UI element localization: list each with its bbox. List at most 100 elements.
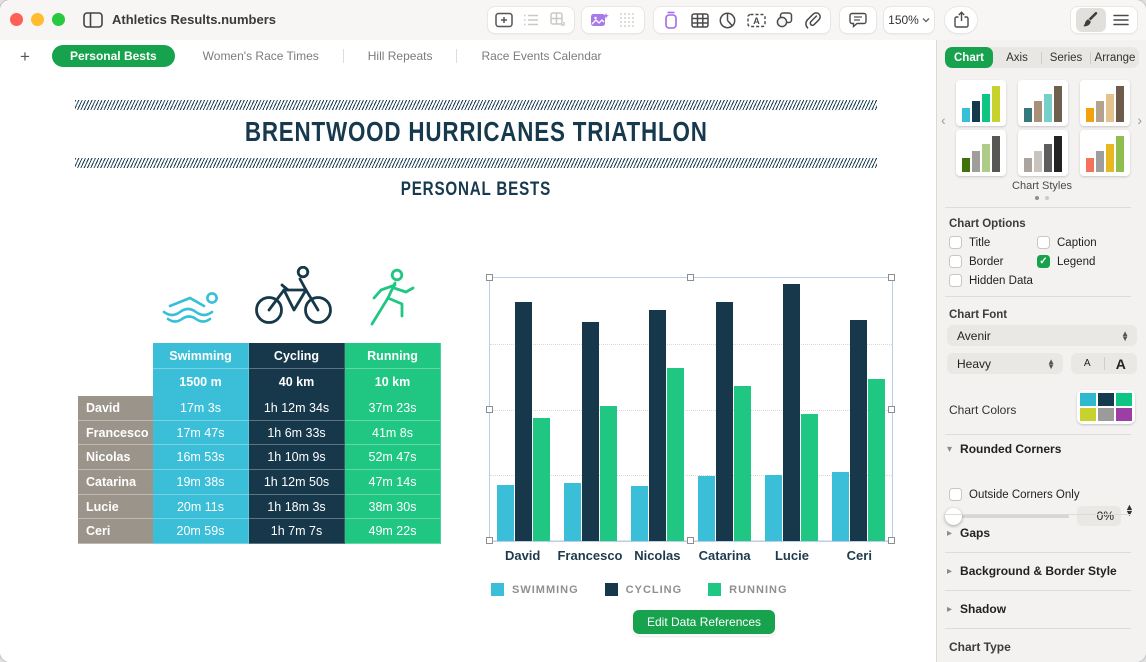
selection-handle[interactable] bbox=[486, 537, 493, 544]
insert-icon[interactable] bbox=[493, 9, 515, 31]
section-background-border-style[interactable]: ▸ Background & Border Style bbox=[947, 564, 1117, 578]
table-cell[interactable]: 1h 7m 7s bbox=[249, 519, 345, 545]
row-header-francesco[interactable]: Francesco bbox=[78, 420, 153, 446]
bar-running-ceri[interactable] bbox=[868, 378, 885, 541]
row-header-lucie[interactable]: Lucie bbox=[78, 494, 153, 520]
zoom-window-button[interactable] bbox=[52, 13, 65, 26]
hidden-data-checkbox[interactable] bbox=[949, 274, 962, 287]
shapes-icon[interactable] bbox=[773, 9, 795, 31]
selection-handle[interactable] bbox=[888, 405, 895, 413]
jar-shape-icon[interactable] bbox=[660, 9, 682, 31]
column-header-cycling[interactable]: Cycling 40 km bbox=[249, 343, 345, 396]
dots-grid-icon[interactable] bbox=[616, 9, 638, 31]
paperclip-icon[interactable] bbox=[802, 9, 824, 31]
table-cell[interactable]: 1h 10m 9s bbox=[249, 445, 345, 471]
rounded-corners-value[interactable]: 0% bbox=[1077, 506, 1121, 526]
chart-style-thumbnail[interactable] bbox=[1018, 80, 1068, 126]
outside-corners-checkbox[interactable] bbox=[949, 488, 962, 501]
zoom-control[interactable]: 150% bbox=[883, 6, 935, 34]
text-box-icon[interactable]: A bbox=[745, 9, 767, 31]
close-window-button[interactable] bbox=[10, 13, 23, 26]
bar-running-lucie[interactable] bbox=[801, 414, 818, 541]
section-shadow[interactable]: ▸ Shadow bbox=[947, 602, 1006, 616]
bar-swimming-catarina[interactable] bbox=[698, 476, 715, 541]
caption-checkbox[interactable] bbox=[1037, 236, 1050, 249]
option-legend[interactable]: ✓ Legend bbox=[1037, 255, 1095, 268]
option-hidden-data[interactable]: Hidden Data bbox=[949, 274, 1033, 287]
bar-cycling-francesco[interactable] bbox=[582, 322, 599, 541]
bar-swimming-francesco[interactable] bbox=[564, 482, 581, 541]
option-title[interactable]: Title bbox=[949, 236, 990, 249]
chart-style-thumbnail[interactable] bbox=[1018, 130, 1068, 176]
option-border[interactable]: Border bbox=[949, 255, 1004, 268]
table-cell[interactable]: 1h 6m 33s bbox=[249, 420, 345, 446]
sheet-canvas[interactable]: BRENTWOOD HURRICANES TRIATHLON PERSONAL … bbox=[0, 72, 936, 662]
format-brush-button[interactable] bbox=[1075, 8, 1106, 32]
sheet-tab-women-s-race-times[interactable]: Women's Race Times bbox=[202, 49, 319, 63]
add-sheet-button[interactable]: + bbox=[20, 46, 30, 66]
section-gaps[interactable]: ▸ Gaps bbox=[947, 526, 990, 540]
image-sparkle-icon[interactable] bbox=[588, 9, 610, 31]
column-header-running[interactable]: Running 10 km bbox=[345, 343, 441, 396]
bar-swimming-ceri[interactable] bbox=[832, 472, 849, 541]
bar-running-nicolas[interactable] bbox=[667, 367, 684, 541]
table-cell[interactable]: 19m 38s bbox=[153, 470, 249, 495]
selection-handle[interactable] bbox=[888, 274, 895, 281]
chart-colors-well[interactable] bbox=[1077, 390, 1135, 424]
bar-cycling-lucie[interactable] bbox=[783, 284, 800, 541]
chart-style-thumbnail[interactable] bbox=[1080, 80, 1130, 126]
chart-style-thumbnail[interactable] bbox=[956, 130, 1006, 176]
table-cell[interactable]: 49m 22s bbox=[345, 519, 441, 545]
styles-pager[interactable] bbox=[937, 196, 1146, 200]
rounded-corners-disclosure[interactable]: ▾ Rounded Corners bbox=[947, 442, 1061, 456]
pivot-table-icon[interactable] bbox=[547, 9, 569, 31]
legend-item-cycling[interactable]: CYCLING bbox=[604, 583, 683, 596]
slider-knob[interactable] bbox=[945, 508, 962, 525]
bar-running-david[interactable] bbox=[533, 418, 550, 541]
decrease-font-button[interactable]: A bbox=[1083, 358, 1091, 369]
option-caption[interactable]: Caption bbox=[1037, 236, 1097, 249]
share-button[interactable] bbox=[944, 6, 978, 34]
table-cell[interactable]: 41m 8s bbox=[345, 420, 441, 446]
value-stepper[interactable]: ▲ ▼ bbox=[1125, 502, 1134, 518]
table-cell[interactable]: 17m 47s bbox=[153, 420, 249, 446]
table-cell[interactable]: 20m 11s bbox=[153, 494, 249, 520]
styles-next-button[interactable]: › bbox=[1137, 112, 1142, 128]
minimize-window-button[interactable] bbox=[31, 13, 44, 26]
selection-handle[interactable] bbox=[486, 405, 493, 413]
row-header-ceri[interactable]: Ceri bbox=[78, 519, 153, 545]
title-checkbox[interactable] bbox=[949, 236, 962, 249]
legend-item-running[interactable]: RUNNING bbox=[708, 583, 787, 596]
selection-handle[interactable] bbox=[687, 274, 694, 281]
pager-dot-active[interactable] bbox=[1035, 196, 1039, 200]
styles-prev-button[interactable]: ‹ bbox=[941, 112, 946, 128]
chart-style-thumbnail[interactable] bbox=[956, 80, 1006, 126]
bar-swimming-nicolas[interactable] bbox=[631, 485, 648, 541]
legend-item-swimming[interactable]: SWIMMING bbox=[491, 583, 579, 596]
table-cell[interactable]: 17m 3s bbox=[153, 396, 249, 421]
column-header-swimming[interactable]: Swimming 1500 m bbox=[153, 343, 249, 396]
format-tab-axis[interactable]: Axis bbox=[1006, 51, 1028, 64]
format-tab-chart[interactable]: Chart bbox=[945, 47, 993, 68]
table-cell[interactable]: 47m 14s bbox=[345, 470, 441, 495]
bar-cycling-catarina[interactable] bbox=[716, 301, 733, 541]
bar-cycling-nicolas[interactable] bbox=[649, 310, 666, 541]
table-cell[interactable]: 1h 12m 50s bbox=[249, 470, 345, 495]
row-header-david[interactable]: David bbox=[78, 396, 153, 421]
bar-chart[interactable] bbox=[486, 274, 895, 544]
edit-data-references-button[interactable]: Edit Data References bbox=[633, 610, 776, 634]
table-icon[interactable] bbox=[689, 9, 711, 31]
chart-legend[interactable]: SWIMMING CYCLING RUNNING bbox=[491, 583, 788, 596]
legend-checkbox[interactable]: ✓ bbox=[1037, 255, 1050, 268]
rounded-corners-slider[interactable] bbox=[951, 515, 1069, 518]
view-sidebar-icon[interactable] bbox=[80, 9, 106, 31]
pie-chart-icon[interactable] bbox=[717, 9, 739, 31]
format-tab-series[interactable]: Series bbox=[1049, 51, 1083, 64]
bar-cycling-ceri[interactable] bbox=[850, 320, 867, 541]
selection-handle[interactable] bbox=[486, 274, 493, 281]
row-header-nicolas[interactable]: Nicolas bbox=[78, 445, 153, 471]
bar-swimming-lucie[interactable] bbox=[765, 474, 782, 541]
results-table[interactable]: Swimming 1500 m Cycling 40 km Running 10 km Da… bbox=[78, 343, 441, 545]
bar-cycling-david[interactable] bbox=[515, 302, 532, 541]
outside-corners-option[interactable]: Outside Corners Only bbox=[949, 488, 1080, 501]
